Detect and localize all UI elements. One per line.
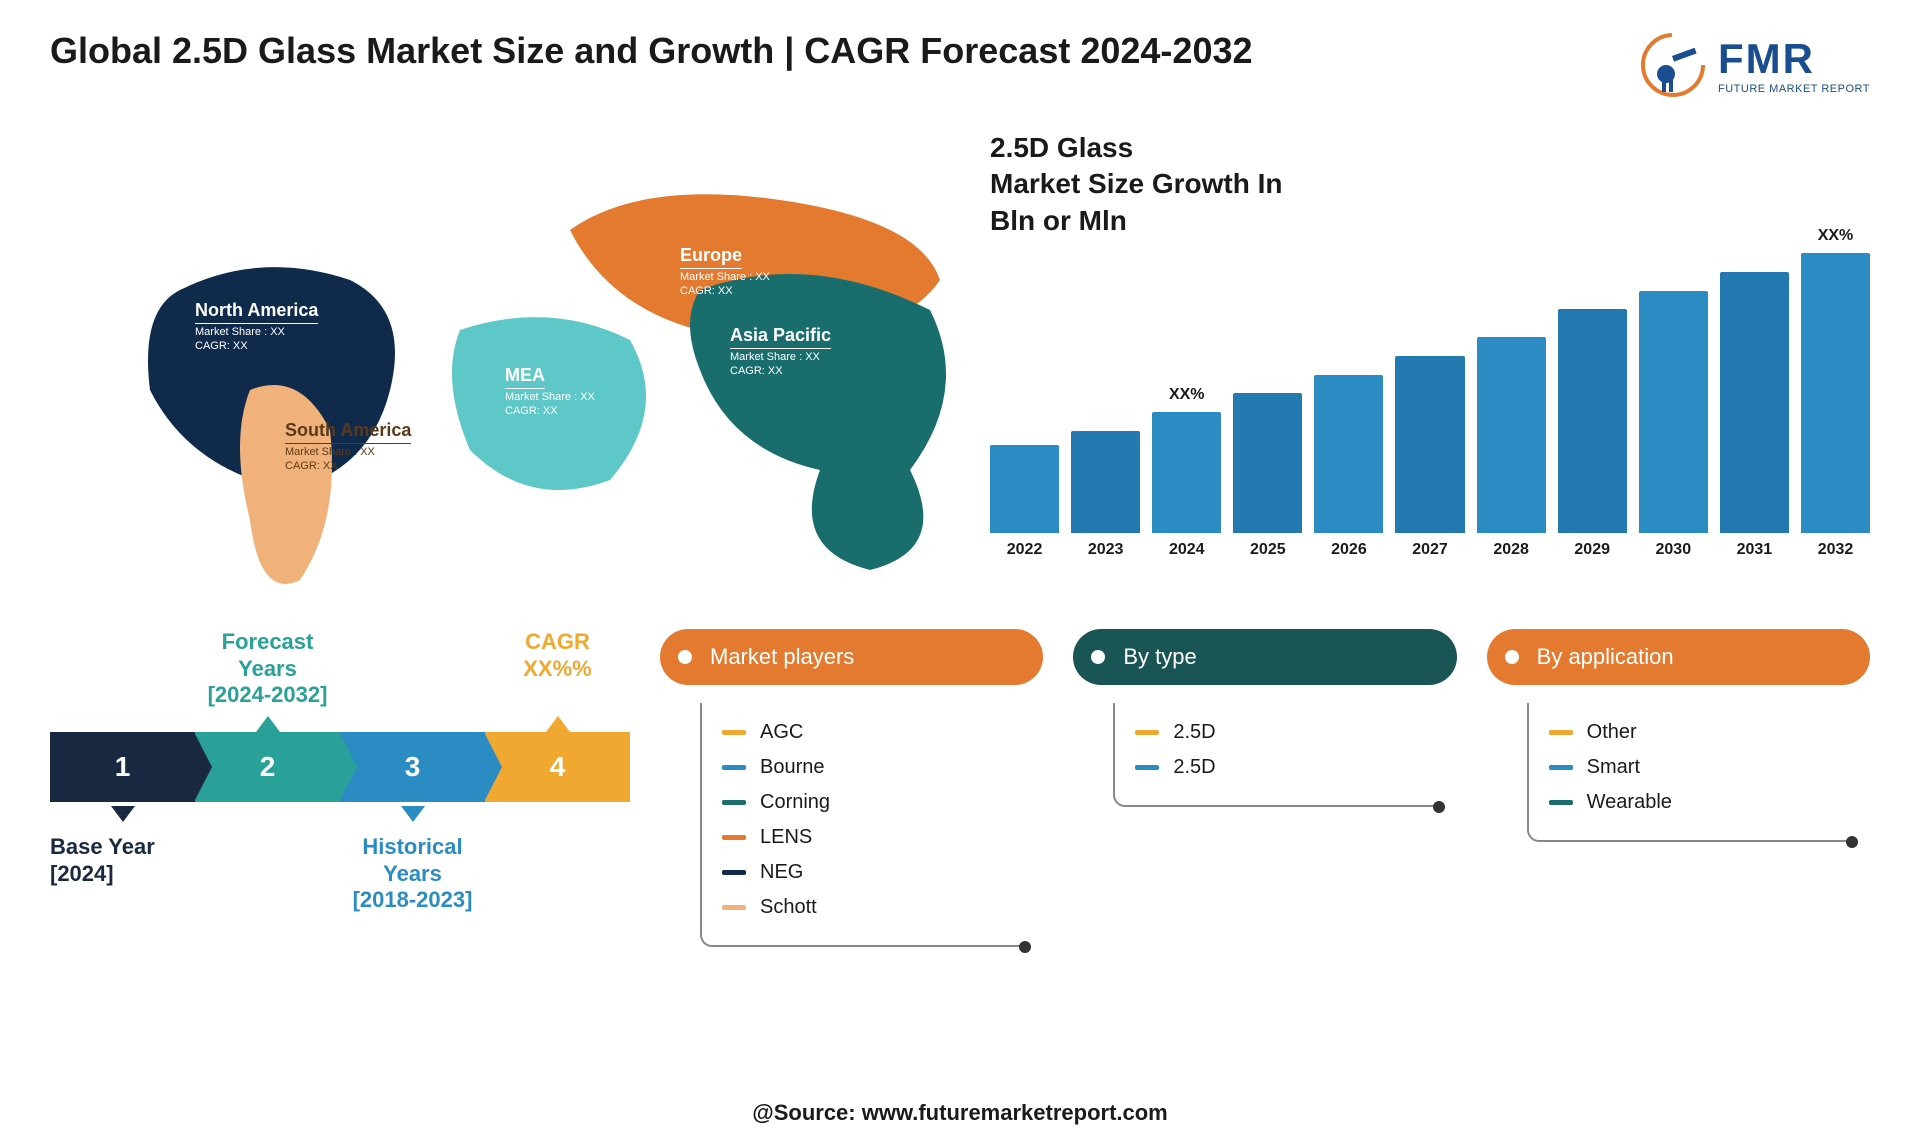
bar-chart: 2.5D Glass Market Size Growth In Bln or … (990, 130, 1870, 559)
category-list: 2.5D2.5D (1113, 703, 1436, 807)
category-item: AGC (722, 715, 1023, 750)
category-item: Other (1549, 715, 1850, 750)
historical-label: Historical Years[2018-2023] (340, 834, 485, 913)
chart-bars: 20222023XX%20242025202620272028202920302… (990, 259, 1870, 559)
forecast-label: Forecast Years[2024-2032] (195, 629, 340, 708)
bar-2022: 2022 (990, 445, 1059, 560)
category-item: Wearable (1549, 785, 1850, 820)
timeline: Forecast Years[2024-2032] CAGRXX%% 1.che… (50, 629, 630, 913)
category-pill: Market players (660, 629, 1043, 685)
source-text: @Source: www.futuremarketreport.com (0, 1100, 1920, 1126)
category-market-players: Market players AGCBourneCorningLENSNEGSc… (660, 629, 1043, 947)
category-item: Smart (1549, 750, 1850, 785)
chevron-1: 1.chev:nth-child(1)::after{border-left-c… (50, 732, 195, 802)
bar-2027: 2027 (1395, 356, 1464, 559)
chart-title: 2.5D Glass Market Size Growth In Bln or … (990, 130, 1390, 239)
category-item: NEG (722, 855, 1023, 890)
bar-2026: 2026 (1314, 375, 1383, 560)
category-item: LENS (722, 820, 1023, 855)
categories: Market players AGCBourneCorningLENSNEGSc… (660, 629, 1870, 947)
logo-main: FMR (1718, 35, 1870, 83)
category-item: Schott (722, 890, 1023, 925)
chevron-4: 4.chev:nth-child(4)::after{border-left-c… (485, 732, 630, 802)
region-label: North AmericaMarket Share : XXCAGR: XX (195, 300, 318, 352)
logo-text: FMR FUTURE MARKET REPORT (1718, 35, 1870, 95)
chart-title-l1: 2.5D Glass (990, 132, 1133, 163)
region-label: EuropeMarket Share : XXCAGR: XX (680, 245, 770, 297)
bar-2029: 2029 (1558, 309, 1627, 559)
bar-2032: XX%2032 (1801, 253, 1870, 559)
chevron-2: 2.chev:nth-child(2)::after{border-left-c… (195, 732, 340, 802)
category-list: AGCBourneCorningLENSNEGSchott (700, 703, 1023, 947)
chevron-3: 3.chev:nth-child(3)::after{border-left-c… (340, 732, 485, 802)
chevron-row: 1.chev:nth-child(1)::after{border-left-c… (50, 732, 630, 802)
base-year-label: Base Year[2024] (50, 834, 195, 913)
bar-2028: 2028 (1477, 337, 1546, 559)
category-item: Bourne (722, 750, 1023, 785)
category-item: Corning (722, 785, 1023, 820)
category-pill: By type (1073, 629, 1456, 685)
lower-section: Forecast Years[2024-2032] CAGRXX%% 1.che… (50, 629, 1870, 947)
header: Global 2.5D Glass Market Size and Growth… (50, 30, 1870, 100)
chart-title-l3: Bln or Mln (990, 205, 1127, 236)
logo: FMR FUTURE MARKET REPORT (1638, 30, 1870, 100)
category-by-type: By type 2.5D2.5D (1073, 629, 1456, 947)
category-list: OtherSmartWearable (1527, 703, 1850, 842)
logo-icon (1638, 30, 1708, 100)
world-map: North AmericaMarket Share : XXCAGR: XX So… (50, 130, 950, 530)
upper-section: North AmericaMarket Share : XXCAGR: XX So… (50, 130, 1870, 559)
region-label: MEAMarket Share : XXCAGR: XX (505, 365, 595, 417)
bar-2030: 2030 (1639, 291, 1708, 560)
region-label: Asia PacificMarket Share : XXCAGR: XX (730, 325, 831, 377)
bar-2025: 2025 (1233, 393, 1302, 559)
bar-2023: 2023 (1071, 431, 1140, 560)
chart-title-l2: Market Size Growth In (990, 168, 1283, 199)
logo-sub: FUTURE MARKET REPORT (1718, 83, 1870, 95)
page-title: Global 2.5D Glass Market Size and Growth… (50, 30, 1253, 72)
bar-2024: XX%2024 (1152, 412, 1221, 559)
region-label: South AmericaMarket Share : XXCAGR: XX (285, 420, 411, 472)
bar-2031: 2031 (1720, 272, 1789, 559)
cagr-label: CAGRXX%% (485, 629, 630, 708)
category-item: 2.5D (1135, 715, 1436, 750)
category-pill: By application (1487, 629, 1870, 685)
category-by-application: By application OtherSmartWearable (1487, 629, 1870, 947)
category-item: 2.5D (1135, 750, 1436, 785)
